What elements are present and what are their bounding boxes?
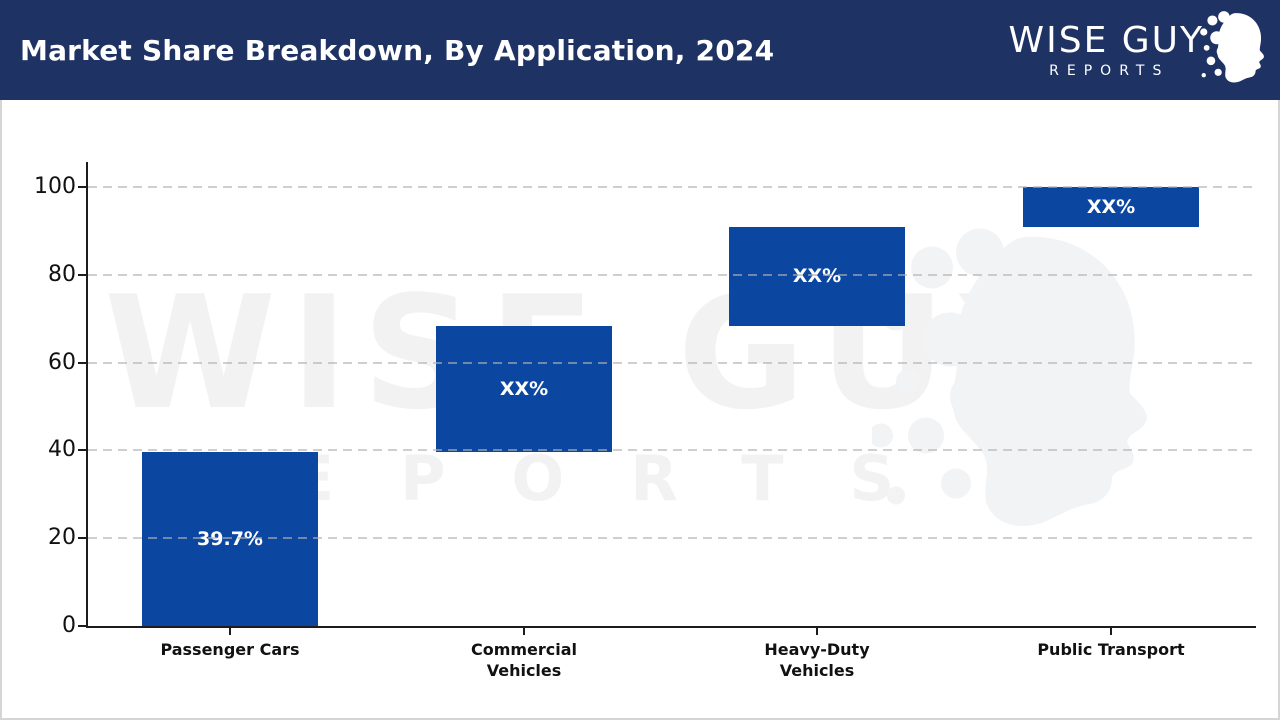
chart-title: Market Share Breakdown, By Application, … bbox=[20, 33, 775, 67]
y-tick-label: 20 bbox=[48, 525, 76, 551]
bar-value-label: XX% bbox=[1086, 195, 1136, 218]
category-label-line: Heavy-Duty bbox=[764, 640, 870, 659]
y-tick-mark bbox=[78, 361, 86, 364]
category-label: Passenger Cars bbox=[110, 639, 350, 660]
bar-value-label: XX% bbox=[499, 377, 549, 400]
y-tick-label: 60 bbox=[48, 349, 76, 375]
category-label-line: Passenger Cars bbox=[160, 640, 300, 659]
y-tick-mark bbox=[78, 537, 86, 540]
y-tick-label: 80 bbox=[48, 261, 76, 287]
y-tick-mark bbox=[78, 273, 86, 276]
y-tick-label: 0 bbox=[62, 613, 76, 638]
y-tick-mark bbox=[78, 186, 86, 188]
gridline bbox=[88, 537, 1255, 540]
logo-text: WISE GUY REPORTS bbox=[1008, 19, 1205, 79]
watermark-head-icon bbox=[872, 228, 1147, 526]
category-label: Heavy-Duty Vehicles bbox=[697, 639, 937, 681]
y-tick-mark bbox=[78, 625, 86, 627]
gridline bbox=[88, 186, 1255, 188]
bar-heavy-duty-vehicles: XX% bbox=[729, 226, 905, 326]
gridline bbox=[88, 449, 1255, 452]
y-tick-mark bbox=[78, 449, 86, 452]
logo-subtitle: REPORTS bbox=[1049, 62, 1170, 79]
logo-head-icon bbox=[1200, 11, 1264, 83]
category-label-line: Vehicles bbox=[486, 661, 562, 680]
bar-value-label: XX% bbox=[792, 265, 842, 288]
logo-wordmark: WISE GUY bbox=[1008, 19, 1204, 61]
category-label-line: Vehicles bbox=[779, 661, 855, 680]
bar-public-transport: XX% bbox=[1023, 187, 1199, 227]
x-axis-spine bbox=[86, 626, 1256, 628]
category-label-line: Commercial bbox=[470, 640, 578, 659]
header: Market Share Breakdown, By Application, … bbox=[0, 0, 1280, 100]
category-label: Public Transport bbox=[991, 639, 1231, 660]
category-label: Commercial Vehicles bbox=[404, 639, 644, 681]
gridline bbox=[88, 273, 1255, 276]
y-axis-spine bbox=[86, 162, 88, 627]
x-tick-mark bbox=[816, 628, 818, 635]
x-tick-mark bbox=[229, 628, 231, 635]
gridline bbox=[88, 361, 1255, 364]
y-tick-label: 40 bbox=[48, 437, 76, 463]
x-tick-mark bbox=[523, 628, 525, 635]
category-label-line: Public Transport bbox=[1037, 640, 1185, 659]
wiseguy-logo: WISE GUY REPORTS bbox=[1009, 8, 1271, 92]
bar-commercial-vehicles: XX% bbox=[436, 325, 612, 452]
x-tick-mark bbox=[1110, 628, 1112, 635]
y-tick-label: 100 bbox=[34, 174, 76, 199]
